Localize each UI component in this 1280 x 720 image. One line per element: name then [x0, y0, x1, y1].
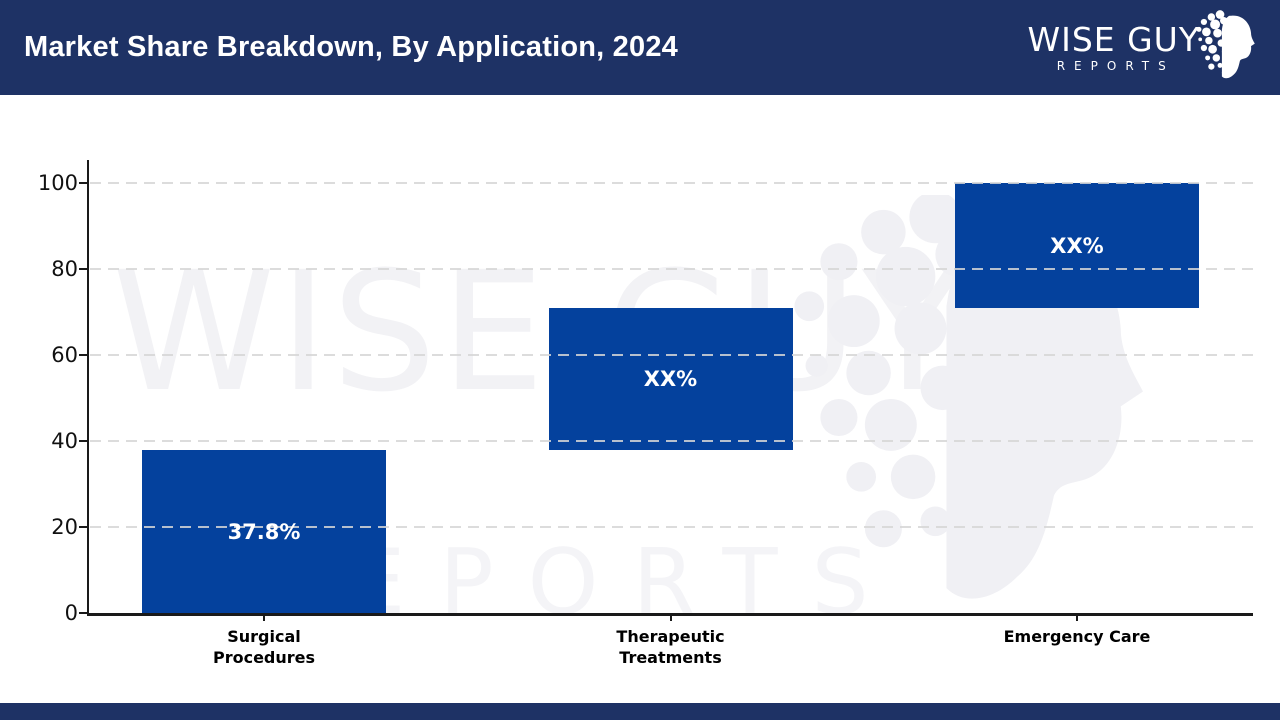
- brand-subtitle: REPORTS: [1056, 58, 1175, 73]
- y-tick-mark-40: [79, 440, 88, 442]
- chart-title: Market Share Breakdown, By Application, …: [24, 31, 678, 63]
- y-tick-label-20: 20: [51, 515, 78, 539]
- x-category-label-line: Procedures: [212, 648, 316, 667]
- brand-logo: WISE GUY REPORTS: [1027, 7, 1256, 89]
- gridline-100: [90, 182, 1253, 184]
- y-tick-label-0: 0: [64, 601, 78, 625]
- y-tick-mark-100: [79, 182, 88, 184]
- header-band: Market Share Breakdown, By Application, …: [0, 0, 1280, 95]
- footer-band: [0, 703, 1280, 720]
- y-tick-mark-60: [79, 354, 88, 356]
- y-tick-label-100: 100: [37, 171, 78, 195]
- watermark-dotted-head-icon: [794, 195, 1143, 599]
- y-tick-label-40: 40: [51, 429, 78, 453]
- x-category-label-line: Treatments: [619, 648, 722, 667]
- brand-dotted-head-icon: [1196, 9, 1255, 78]
- y-tick-mark-80: [79, 268, 88, 270]
- brand-name: WISE GUY: [1027, 19, 1200, 59]
- brand-logo-text: WISE GUY REPORTS: [1027, 23, 1200, 73]
- watermark-brand-text: WISE GUY: [112, 236, 967, 428]
- y-tick-label-80: 80: [51, 257, 78, 281]
- y-tick-mark-0: [79, 612, 88, 614]
- y-axis-line: [87, 160, 89, 616]
- y-tick-mark-20: [79, 526, 88, 528]
- y-tick-label-60: 60: [51, 343, 78, 367]
